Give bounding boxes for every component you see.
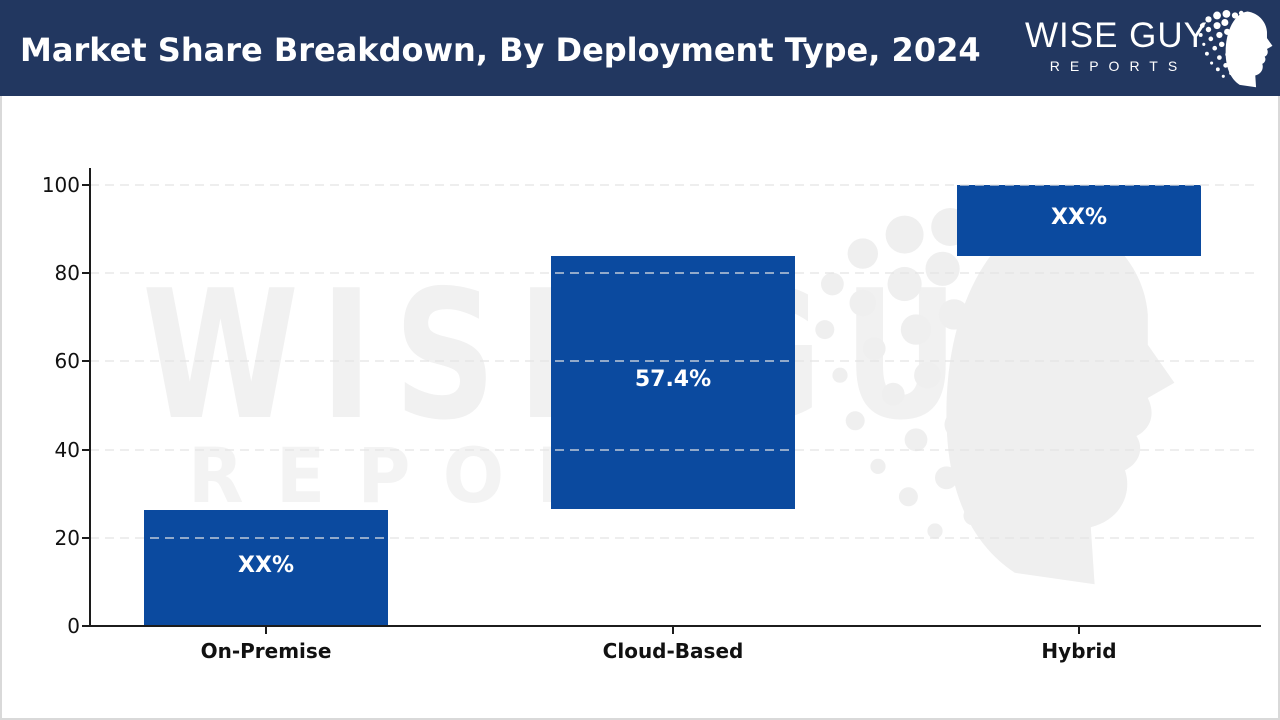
y-tick-label-80: 80 [54,261,80,286]
chart-canvas: WISE GUY REPORTS 0 20 40 60 80 100 XX% On-Premi… [0,96,1280,720]
bar-value-label-on-premise: XX% [238,553,294,579]
bar-value-label-cloud-based: 57.4% [634,367,712,393]
y-tick-mark-100 [82,184,90,186]
y-tick-mark-20 [82,536,90,539]
x-tick-mark-hybrid [1078,626,1080,634]
wiseguy-head-profile-dots-icon [1196,10,1274,88]
x-tick-mark-cloud-based [672,626,674,634]
grid-line-20 [90,536,1254,539]
logo-text: WISE GUY REPORTS [1025,16,1208,74]
grid-line-80 [90,272,1254,275]
y-tick-mark-0 [82,625,90,627]
bar-cloud-based [551,255,795,509]
watermark-head-profile-dots-icon [802,208,1182,588]
x-axis-spine [89,625,1261,627]
y-tick-label-0: 0 [67,614,80,638]
y-axis-spine [89,168,91,627]
grid-line-100 [90,184,1254,186]
bar-value-label-hybrid: XX% [1051,205,1107,231]
y-tick-label-60: 60 [54,349,80,374]
y-tick-label-40: 40 [54,437,80,462]
header-bar: Market Share Breakdown, By Deployment Ty… [0,0,1280,96]
x-category-label-on-premise: On-Premise [200,639,332,663]
page-title: Market Share Breakdown, By Deployment Ty… [20,31,981,69]
logo-subtitle: REPORTS [1049,58,1188,74]
x-category-label-hybrid: Hybrid [1041,639,1117,663]
bar-hybrid [957,185,1201,256]
x-tick-mark-on-premise [265,626,267,634]
y-tick-mark-80 [82,272,90,275]
logo-wordmark: WISE GUY [1024,16,1208,55]
wiseguy-logo: WISE GUY REPORTS [1020,6,1270,92]
x-category-label-cloud-based: Cloud-Based [602,639,744,663]
grid-line-60 [90,360,1254,363]
y-tick-mark-40 [82,448,90,451]
bar-on-premise [144,510,388,626]
y-tick-mark-60 [82,360,90,363]
y-tick-label-100: 100 [41,173,80,197]
y-tick-label-20: 20 [54,525,80,550]
grid-line-40 [90,448,1254,451]
